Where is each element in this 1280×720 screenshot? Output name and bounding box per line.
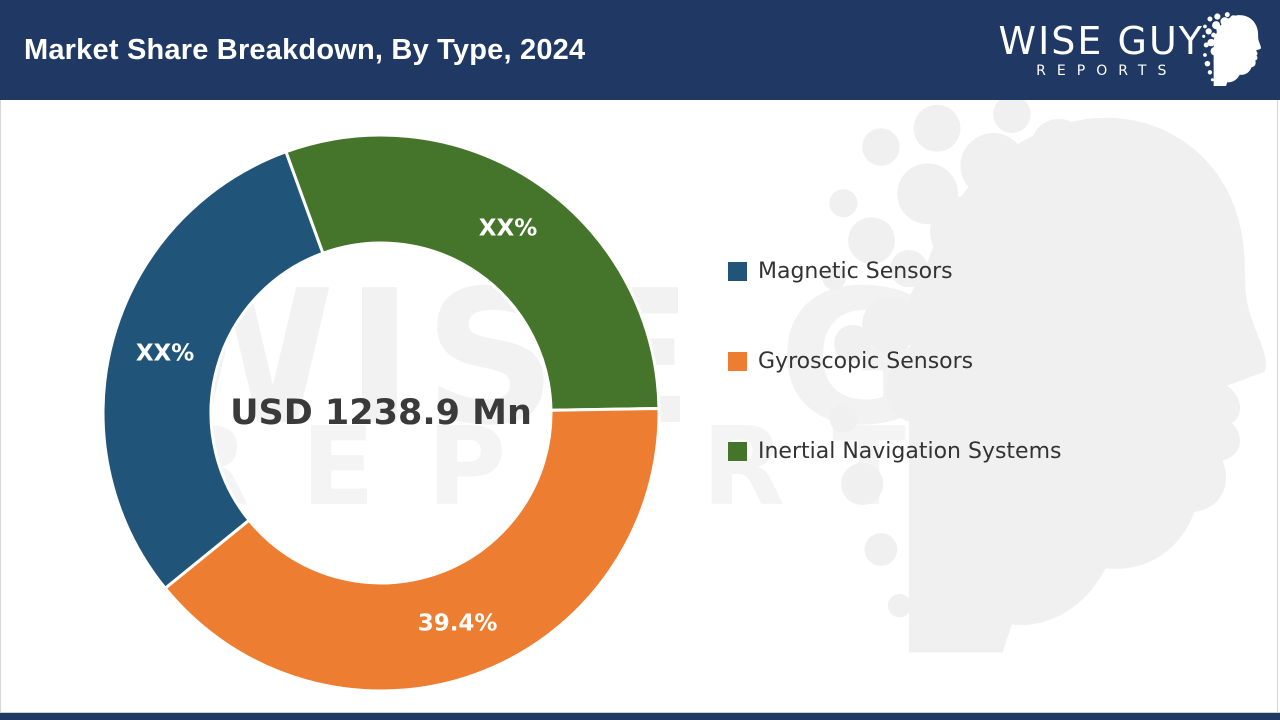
legend-label: Inertial Navigation Systems [758,438,1062,464]
donut-chart: XX% 39.4% XX% [101,133,661,693]
logo-face-icon [1202,12,1261,86]
slice-value-label: XX% [136,340,195,366]
legend-swatch-icon [728,261,747,281]
legend-item: Magnetic Sensors [728,254,1062,288]
legend-label: Gyroscopic Sensors [758,348,974,374]
logo-subtitle: REPORTS [1036,62,1178,79]
legend-item: Inertial Navigation Systems [728,434,1062,468]
legend-swatch-icon [728,351,747,371]
donut-slice [101,150,325,590]
header-bar: Market Share Breakdown, By Type, 2024 WI… [0,0,1280,100]
slice-value-label: XX% [479,216,538,242]
donut-center-label: USD 1238.9 Mn [230,393,532,433]
chart-area: WISE GUY REPORTS XX%39.4%XX% USD 1238.9 … [0,100,1278,713]
legend: Magnetic Sensors Gyroscopic Sensors Inerti… [728,254,1062,468]
wise-guy-logo: WISE GUY REPORTS [999,12,1262,88]
footer-bar [0,712,1280,720]
donut-slice [284,133,661,412]
legend-label: Magnetic Sensors [758,258,953,284]
page-title: Market Share Breakdown, By Type, 2024 [24,33,586,66]
legend-swatch-icon [728,441,747,461]
logo-text: WISE GUY REPORTS [999,22,1204,79]
donut-slice [163,407,661,693]
legend-item: Gyroscopic Sensors [728,344,1062,378]
logo-wordmark: WISE GUY [998,18,1204,63]
slice-value-label: 39.4% [418,611,498,637]
